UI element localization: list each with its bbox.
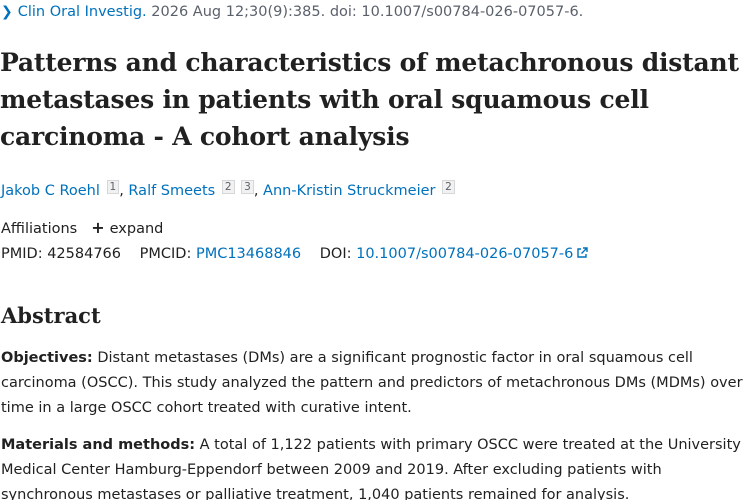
affiliation-marker[interactable]: 2 — [221, 180, 235, 194]
author-link[interactable]: Jakob C Roehl — [1, 183, 100, 199]
author-link[interactable]: Ann-Kristin Struckmeier — [263, 183, 436, 199]
author-link[interactable]: Ralf Smeets — [128, 183, 216, 199]
expand-label[interactable]: expand — [109, 221, 164, 237]
doi-link[interactable]: 10.1007/s00784-026-07057-6 — [356, 246, 589, 262]
doi-label: DOI: — [319, 246, 352, 262]
section-text: A total of 1,122 patients with primary O… — [1, 437, 741, 500]
section-label: Objectives: — [1, 350, 93, 366]
chevron-right-icon[interactable]: ❯ — [1, 4, 13, 20]
doi-value[interactable]: 10.1007/s00784-026-07057-6 — [356, 246, 574, 262]
abstract-section-objectives: Objectives: Distant metastases (DMs) are… — [1, 346, 750, 421]
abstract-section-methods: Materials and methods: A total of 1,122 … — [1, 433, 750, 500]
section-text: Distant metastases (DMs) are a significa… — [1, 350, 743, 416]
affiliations-label: Affiliations — [1, 221, 78, 237]
article-title: Patterns and characteristics of metachro… — [0, 48, 739, 151]
affiliation-marker[interactable]: 3 — [241, 180, 254, 194]
pmid-label: PMID: — [1, 246, 43, 262]
section-label: Materials and methods: — [1, 437, 196, 453]
author-list: Jakob C Roehl 1, Ralf Smeets 2 3, Ann-Kr… — [1, 180, 455, 199]
pmcid-link[interactable]: PMC13468846 — [195, 246, 302, 262]
citation-details: 2026 Aug 12;30(9):385. doi: 10.1007/s007… — [146, 4, 584, 20]
article-identifiers: PMID: 42584766 PMCID: PMC13468846 DOI: 1… — [1, 246, 589, 262]
affiliation-marker[interactable]: 2 — [442, 180, 455, 194]
author-separator: , — [253, 183, 264, 199]
affiliation-marker[interactable]: 1 — [106, 180, 120, 194]
pmcid-label: PMCID: — [139, 246, 192, 262]
citation-line: ❯ Clin Oral Investig. 2026 Aug 12;30(9):3… — [1, 4, 583, 20]
pmid-value: 42584766 — [47, 246, 122, 262]
author-separator: , — [119, 183, 129, 199]
journal-link[interactable]: Clin Oral Investig. — [17, 4, 147, 20]
external-link-icon[interactable] — [576, 247, 589, 259]
affiliations-toggle[interactable]: Affiliations + expand — [1, 218, 163, 237]
plus-icon[interactable]: + — [91, 218, 105, 237]
abstract-heading: Abstract — [1, 303, 101, 328]
